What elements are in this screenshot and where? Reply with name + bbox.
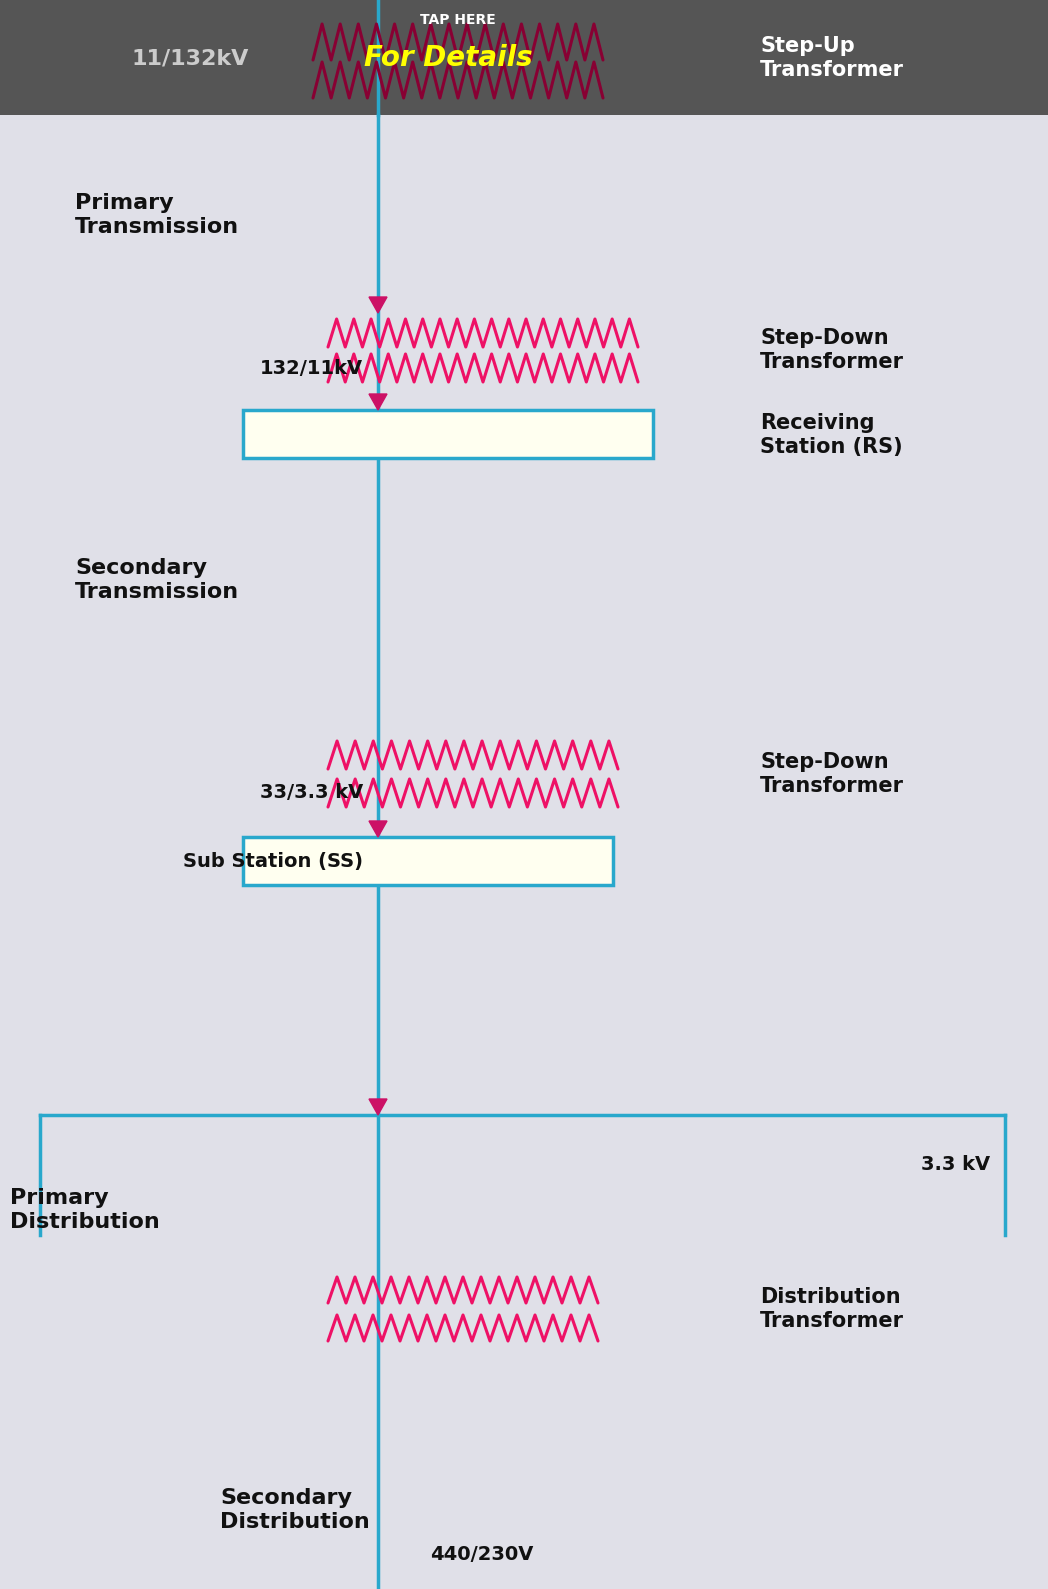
Text: Secondary
Transmission: Secondary Transmission	[75, 558, 239, 602]
Text: Secondary
Distribution: Secondary Distribution	[220, 1489, 370, 1532]
Text: 33/3.3 kV: 33/3.3 kV	[260, 783, 363, 802]
Bar	[243, 410, 653, 458]
Text: Step-Down
Transformer: Step-Down Transformer	[760, 329, 904, 372]
Text: 11/132kV: 11/132kV	[131, 48, 248, 68]
Text: Primary
Distribution: Primary Distribution	[10, 1189, 159, 1231]
Text: Sub Station (SS): Sub Station (SS)	[183, 852, 363, 871]
Text: 3.3 kV: 3.3 kV	[921, 1155, 990, 1174]
Text: Primary
Transmission: Primary Transmission	[75, 194, 239, 237]
Text: Step-Up
Transformer: Step-Up Transformer	[760, 37, 904, 79]
Polygon shape	[369, 394, 387, 410]
Text: Distribution
Transformer: Distribution Transformer	[760, 1287, 904, 1330]
Text: For Details: For Details	[364, 44, 532, 72]
Bar	[0, 0, 1048, 114]
Text: Receiving
Station (RS): Receiving Station (RS)	[760, 413, 902, 456]
Text: Step-Down
Transformer: Step-Down Transformer	[760, 753, 904, 796]
Text: 132/11kV: 132/11kV	[260, 359, 363, 378]
Text: 440/230V: 440/230V	[430, 1546, 533, 1565]
Bar	[243, 837, 613, 885]
Polygon shape	[369, 1100, 387, 1115]
Polygon shape	[369, 822, 387, 837]
Polygon shape	[369, 297, 387, 313]
Text: TAP HERE: TAP HERE	[420, 13, 496, 27]
